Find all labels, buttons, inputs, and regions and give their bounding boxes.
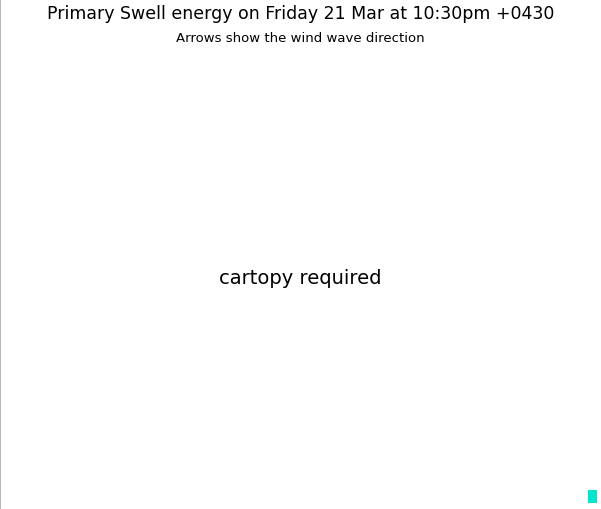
Text: cartopy required: cartopy required [219, 268, 382, 288]
Bar [588, 491, 597, 503]
Text: Primary Swell energy on Friday 21 Mar at 10:30pm +0430: Primary Swell energy on Friday 21 Mar at… [47, 5, 554, 23]
Text: Arrows show the wind wave direction: Arrows show the wind wave direction [176, 32, 425, 45]
